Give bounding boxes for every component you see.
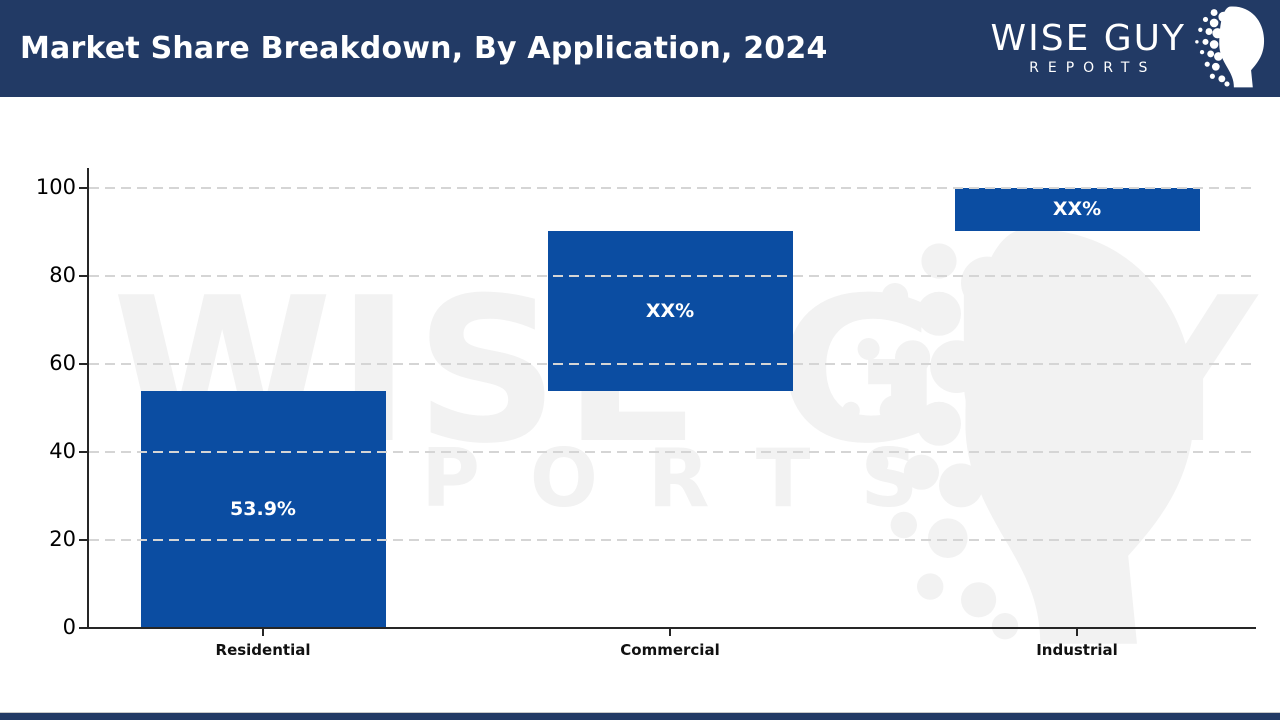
bar-residential: 53.9% — [140, 390, 386, 628]
x-category-label: Industrial — [1036, 641, 1118, 659]
x-axis-line — [87, 627, 1256, 629]
x-tick-mark — [1076, 629, 1078, 636]
y-tick-label: 100 — [35, 174, 76, 199]
logo-wordmark: WISE GUY — [990, 18, 1186, 59]
y-tick-label: 80 — [49, 262, 76, 287]
y-tick-mark — [79, 362, 88, 365]
y-tick-label: 20 — [49, 526, 76, 551]
header-bar: Market Share Breakdown, By Application, … — [0, 0, 1280, 97]
bar-value-label: 53.9% — [230, 498, 296, 521]
bar-industrial: XX% — [954, 187, 1200, 231]
x-category-label: Residential — [215, 641, 311, 659]
y-tick-label: 40 — [49, 438, 76, 463]
logo-subtitle: REPORTS — [1029, 60, 1157, 76]
y-gridline — [89, 274, 1256, 277]
y-tick-label: 0 — [62, 615, 76, 639]
footer-bar — [0, 713, 1280, 720]
y-gridline — [89, 450, 1256, 453]
dotted-head-icon — [1188, 4, 1266, 94]
y-tick-mark — [79, 186, 88, 189]
watermark-dotted-head-icon — [795, 217, 1215, 661]
x-category-label: Commercial — [620, 641, 720, 659]
y-tick-label: 60 — [49, 350, 76, 375]
bar-value-label: XX% — [1052, 198, 1102, 221]
y-tick-mark — [79, 274, 88, 277]
logo-text: WISE GUY REPORTS — [990, 18, 1187, 77]
y-gridline — [89, 186, 1256, 189]
y-tick-mark — [79, 538, 88, 541]
page-title: Market Share Breakdown, By Application, … — [20, 31, 828, 66]
bar-value-label: XX% — [645, 299, 695, 322]
y-tick-mark — [79, 450, 88, 453]
x-tick-mark — [262, 629, 264, 636]
y-tick-mark — [79, 627, 88, 629]
y-axis-line — [87, 168, 89, 628]
x-tick-mark — [669, 629, 671, 636]
chart-area: WISE GUY REPORTS 0 20 40 60 80 100 53.9% Reside… — [0, 97, 1280, 713]
wise-guy-logo: WISE GUY REPORTS — [991, 4, 1280, 94]
bar-commercial: XX% — [547, 230, 793, 391]
footer-divider — [0, 712, 1280, 713]
y-gridline — [89, 362, 1256, 365]
y-gridline — [89, 538, 1256, 541]
